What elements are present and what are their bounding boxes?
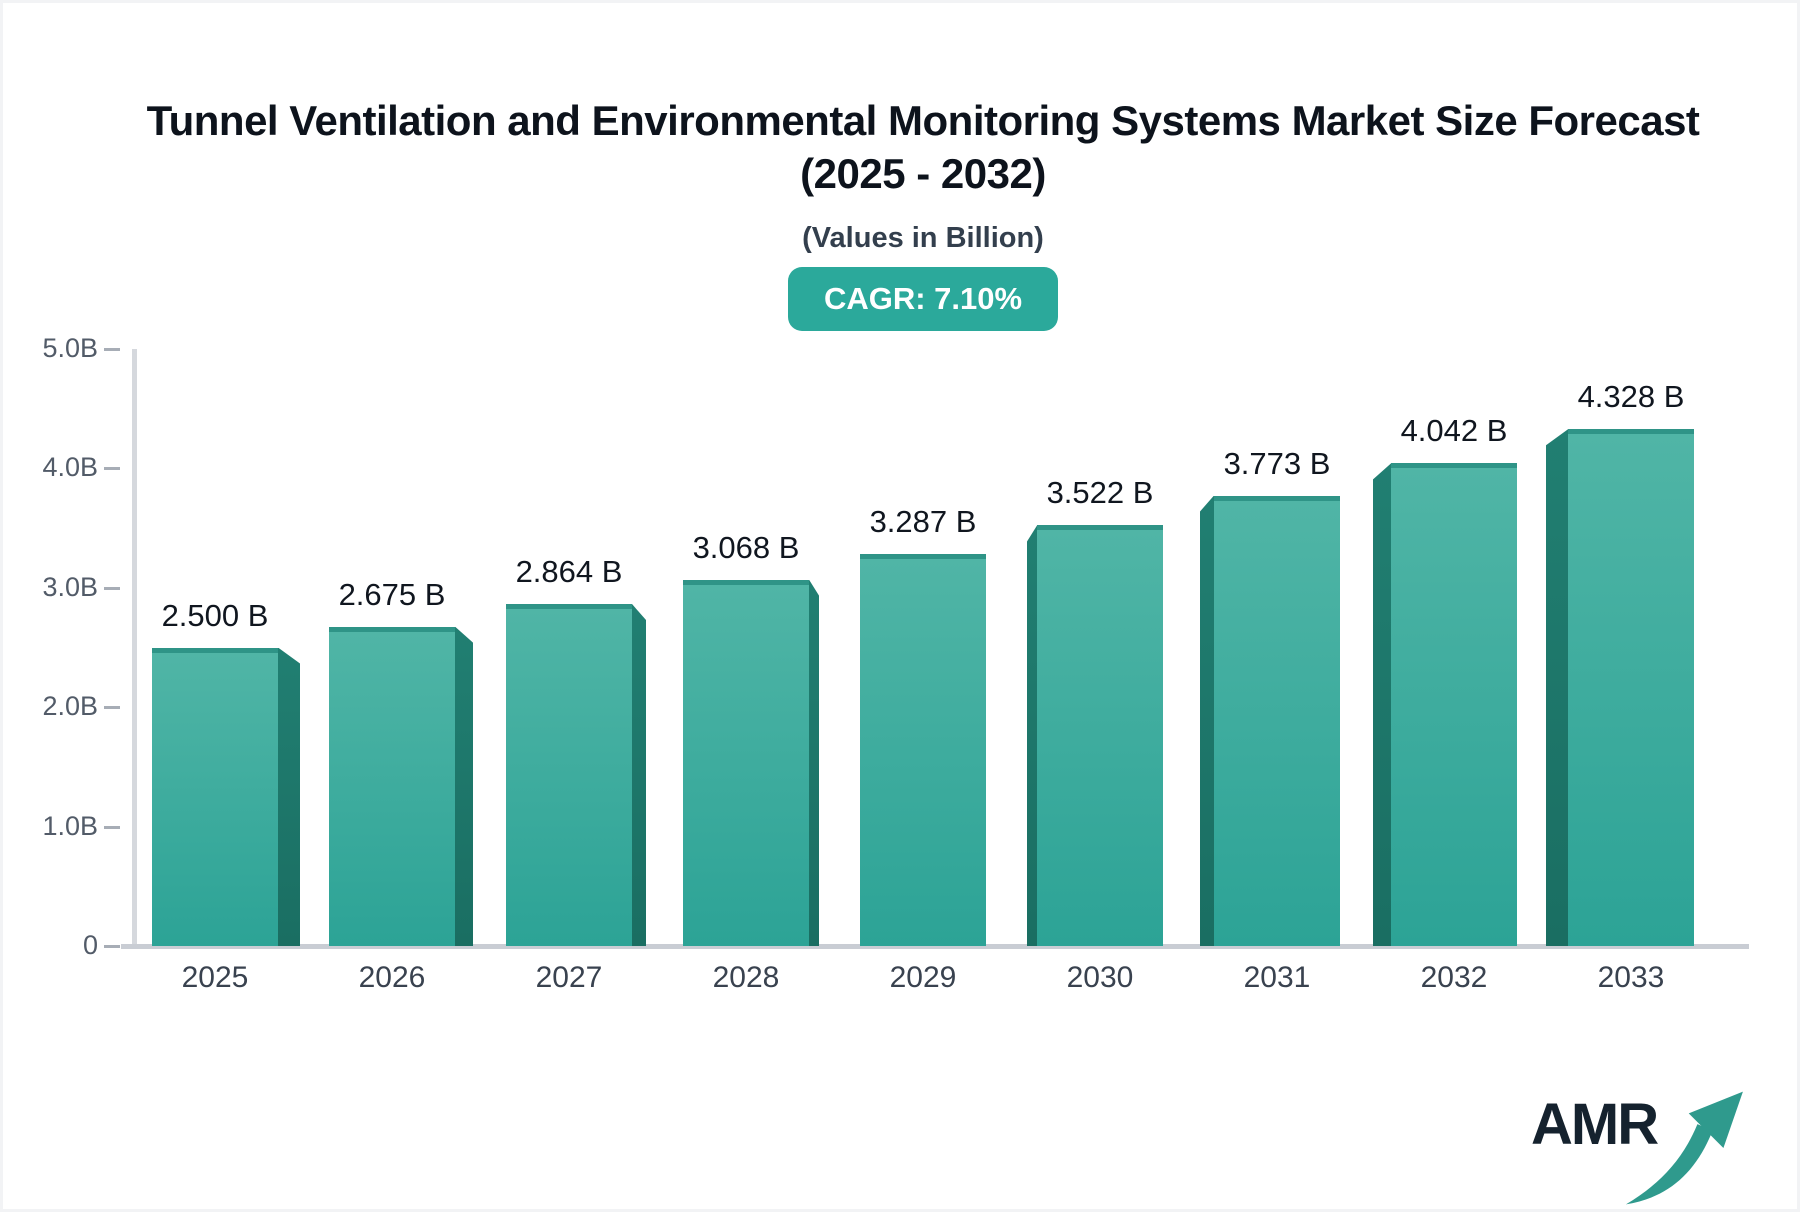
chart-header: Tunnel Ventilation and Environmental Mon… (43, 95, 1797, 331)
y-axis-tick (104, 348, 120, 351)
y-axis-label: 4.0B (42, 452, 98, 483)
bar-2027[interactable] (506, 604, 632, 946)
growth-arrow-icon (1625, 1091, 1743, 1205)
amr-logo-text: AMR (1531, 1092, 1659, 1157)
amr-logo: AMR (1531, 1091, 1761, 1209)
x-axis-label: 2033 (1597, 961, 1665, 994)
bar-value-label: 2.675 B (338, 576, 446, 612)
bar-2030[interactable] (1037, 525, 1163, 946)
bar-3d-side (1200, 495, 1214, 946)
x-axis-line (121, 944, 1749, 949)
y-axis-label: 0 (82, 929, 98, 960)
cagr-badge: CAGR: 7.10% (787, 267, 1059, 331)
x-axis-label: 2025 (181, 961, 249, 994)
y-axis-tick (104, 825, 120, 829)
bar-value-label: 2.864 B (515, 554, 623, 590)
x-axis-label: 2031 (1243, 961, 1311, 994)
chart-title-line1: Tunnel Ventilation and Environmental Mon… (146, 97, 1700, 144)
y-axis-label: 5.0B (42, 332, 98, 363)
bar-value-label: 3.773 B (1223, 445, 1331, 481)
bar-3d-side (632, 604, 646, 946)
y-axis-tick (104, 467, 120, 471)
x-axis-label: 2032 (1420, 961, 1488, 994)
y-axis-tick (104, 945, 120, 948)
x-axis-label: 2026 (358, 961, 426, 994)
y-axis-line (132, 349, 137, 946)
bar-2031[interactable] (1214, 495, 1340, 946)
bar-2032[interactable] (1391, 463, 1517, 946)
bar-3d-side (1027, 525, 1037, 946)
bar-value-label: 4.042 B (1400, 413, 1508, 449)
y-axis-label: 2.0B (42, 691, 98, 722)
chart-title: Tunnel Ventilation and Environmental Mon… (43, 95, 1797, 200)
chart-title-line2: (2025 - 2032) (800, 149, 1046, 197)
x-axis-label: 2030 (1066, 961, 1134, 994)
bar-3d-side (1546, 429, 1568, 946)
x-axis-label: 2027 (535, 961, 603, 994)
bar-2028[interactable] (683, 579, 809, 946)
bar-value-label: 3.522 B (1046, 475, 1154, 511)
chart-subtitle: (Values in Billion) (802, 222, 1044, 254)
bar-3d-side (1373, 463, 1391, 946)
bar-3d-side (455, 626, 473, 946)
y-axis-label: 3.0B (42, 571, 98, 602)
x-axis-label: 2029 (889, 961, 957, 994)
bar-3d-side (809, 579, 819, 946)
bar-value-label: 2.500 B (161, 597, 269, 633)
bar-2026[interactable] (329, 626, 455, 946)
bar-2033[interactable] (1568, 429, 1694, 946)
bar-value-label: 4.328 B (1577, 379, 1685, 415)
y-axis-tick (104, 706, 120, 710)
bar-2025[interactable] (152, 647, 278, 946)
bar-value-label: 3.068 B (692, 529, 800, 565)
y-axis-label: 1.0B (42, 810, 98, 841)
x-axis-label: 2028 (712, 961, 780, 994)
y-axis-tick (104, 586, 120, 590)
bar-3d-side (278, 647, 300, 946)
bar-2029[interactable] (860, 553, 986, 946)
bar-value-label: 3.287 B (869, 503, 977, 539)
